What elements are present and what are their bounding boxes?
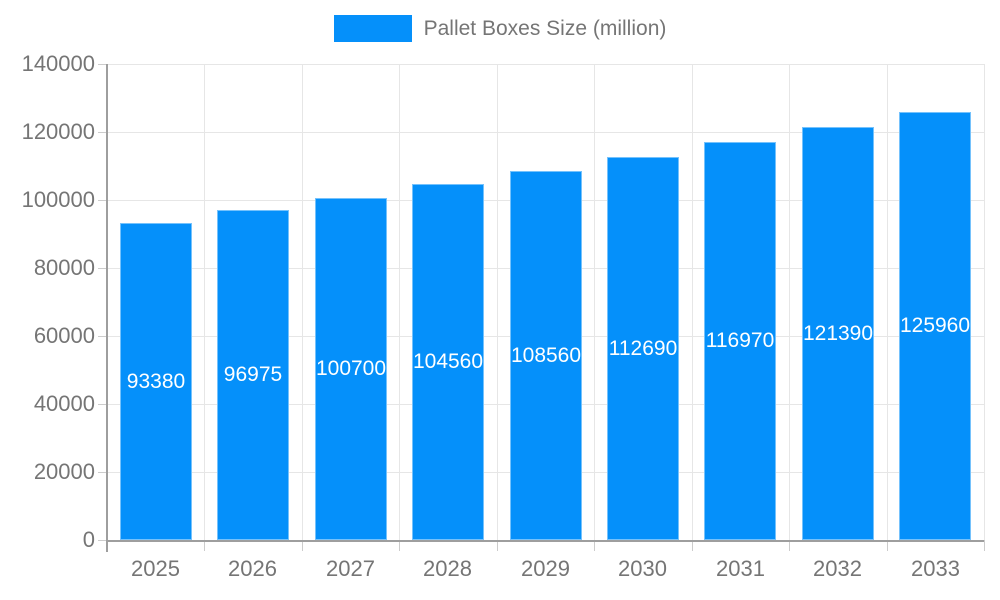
bar[interactable]: 112690 <box>607 157 679 540</box>
x-axis-tick-label: 2032 <box>813 556 862 581</box>
x-axis-tick-mark <box>204 540 205 551</box>
y-axis-tick-label: 140000 <box>21 51 95 76</box>
y-axis-tick-mark <box>98 540 107 541</box>
y-axis-tick-label: 60000 <box>33 323 95 348</box>
x-axis-tick-label: 2030 <box>618 556 667 581</box>
bar[interactable]: 93380 <box>120 223 192 540</box>
y-axis-tick-mark <box>98 472 107 473</box>
gridline-vertical <box>789 64 790 540</box>
y-axis-tick-label: 100000 <box>21 187 95 212</box>
bar-value-label: 108560 <box>510 343 582 367</box>
x-axis-tick-mark <box>692 540 693 551</box>
gridline-vertical <box>204 64 205 540</box>
x-axis-baseline <box>106 540 984 542</box>
x-axis-tick-label: 2028 <box>423 556 472 581</box>
y-axis-tick-label: 80000 <box>33 255 95 280</box>
x-axis-tick-label: 2033 <box>911 556 960 581</box>
gridline-vertical <box>594 64 595 540</box>
y-axis-tick-label: 120000 <box>21 119 95 144</box>
bar[interactable]: 108560 <box>510 171 582 540</box>
bar-value-label: 116970 <box>705 329 775 352</box>
y-axis-tick-mark <box>98 268 107 269</box>
y-axis-tick-mark <box>98 64 107 65</box>
bar[interactable]: 96975 <box>217 210 289 540</box>
x-axis-tick-label: 2026 <box>228 556 277 581</box>
x-axis-tick-label: 2025 <box>131 556 180 581</box>
x-axis-tick-mark <box>594 540 595 551</box>
gridline-vertical <box>984 64 985 540</box>
gridline-vertical <box>692 64 693 540</box>
y-axis-tick-label: 0 <box>82 527 95 552</box>
legend-swatch <box>333 15 412 42</box>
x-axis-tick-mark <box>399 540 400 551</box>
y-axis-tick-mark <box>98 404 107 405</box>
y-axis-tick-mark <box>98 132 107 133</box>
legend-label: Pallet Boxes Size (million) <box>423 16 667 40</box>
legend: Pallet Boxes Size (million) <box>0 15 1000 42</box>
y-axis-tick-label: 20000 <box>33 459 95 484</box>
bar[interactable]: 100700 <box>315 198 387 540</box>
gridline-horizontal <box>107 132 984 133</box>
bar-value-label: 121390 <box>802 321 874 345</box>
y-axis-tick-mark <box>98 336 107 337</box>
gridline-horizontal <box>107 64 984 65</box>
bar[interactable]: 121390 <box>802 127 874 540</box>
x-axis-tick-mark <box>789 540 790 551</box>
x-axis-tick-mark <box>887 540 888 551</box>
gridline-vertical <box>302 64 303 540</box>
bar-value-label: 125960 <box>899 314 971 337</box>
bar[interactable]: 104560 <box>412 184 484 540</box>
bar[interactable]: 125960 <box>899 112 971 540</box>
bar[interactable]: 116970 <box>704 142 776 540</box>
x-axis-tick-label: 2029 <box>521 556 570 581</box>
bar-value-label: 93380 <box>126 369 186 393</box>
bar-value-label: 96975 <box>223 363 283 386</box>
x-axis-tick-mark <box>984 540 985 551</box>
bar-value-label: 100700 <box>315 357 387 380</box>
gridline-vertical <box>399 64 400 540</box>
y-axis-tick-label: 40000 <box>33 391 95 416</box>
y-axis-line <box>106 64 108 552</box>
gridline-vertical <box>497 64 498 540</box>
x-axis-tick-label: 2031 <box>716 556 765 581</box>
y-axis-tick-mark <box>98 200 107 201</box>
gridline-vertical <box>887 64 888 540</box>
x-axis-tick-mark <box>497 540 498 551</box>
x-axis-tick-mark <box>302 540 303 551</box>
x-axis-tick-label: 2027 <box>326 556 375 581</box>
bar-value-label: 104560 <box>412 350 484 373</box>
bar-value-label: 112690 <box>608 336 678 360</box>
